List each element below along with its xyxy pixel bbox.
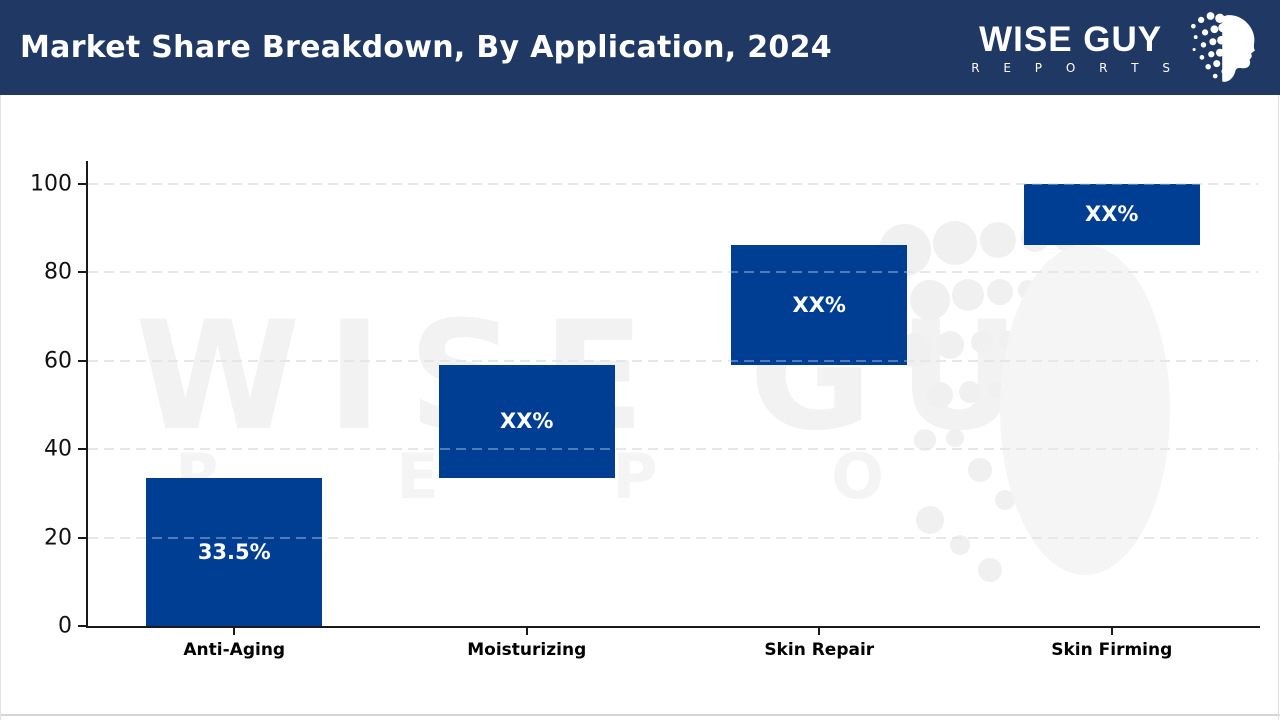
bar-value-label: 33.5% xyxy=(197,539,271,564)
figure-bottom-border xyxy=(0,714,1280,716)
x-axis-tick xyxy=(818,628,821,635)
y-tick-label: 40 xyxy=(44,436,72,462)
watermark-dot xyxy=(980,222,1016,258)
watermark-dot xyxy=(946,429,964,447)
bar-moisturizing: XX% xyxy=(438,364,615,478)
watermark-dot xyxy=(914,429,936,451)
y-axis-tick xyxy=(78,359,86,362)
x-tick-label: Moisturizing xyxy=(467,640,587,660)
bar-value-label: XX% xyxy=(792,293,846,318)
x-axis-tick xyxy=(525,628,528,635)
logo-text-block: WISE GUY R E P O R T S xyxy=(961,22,1180,74)
y-axis-tick xyxy=(78,625,86,627)
gridline-overlay xyxy=(88,182,1258,185)
watermark-dot xyxy=(936,331,964,359)
watermark-dot xyxy=(971,331,993,353)
bar-anti-aging: 33.5% xyxy=(146,477,323,626)
y-axis-tick xyxy=(78,182,86,185)
header-bar: Market Share Breakdown, By Application, … xyxy=(0,0,1280,95)
bar-value-label: XX% xyxy=(500,409,554,434)
bar-skin-repair: XX% xyxy=(731,245,908,365)
watermark-wiseguy-text: WISE GUY xyxy=(135,290,1181,464)
wise-guy-logo: WISE GUY R E P O R T S xyxy=(961,9,1262,87)
gridline-overlay xyxy=(88,271,1258,273)
y-tick-label: 0 xyxy=(58,613,72,639)
figure-left-border xyxy=(0,95,1,720)
gridline-overlay xyxy=(88,359,1258,362)
x-tick-label: Skin Firming xyxy=(1051,640,1173,660)
figure-right-border xyxy=(1278,95,1279,720)
logo-reports-text: R E P O R T S xyxy=(971,60,1180,75)
page-title: Market Share Breakdown, By Application, … xyxy=(20,30,832,65)
x-axis xyxy=(86,626,1260,628)
y-tick-label: 20 xyxy=(44,525,72,550)
gridline xyxy=(88,536,1258,539)
gridline xyxy=(88,271,1258,273)
gridline-overlay xyxy=(88,448,1258,450)
gridline xyxy=(88,448,1258,450)
watermark-dot xyxy=(968,458,992,482)
logo-brand-text: WISE GUY xyxy=(979,19,1163,59)
watermark-dot xyxy=(959,381,981,403)
gridline xyxy=(88,182,1258,185)
gridline-overlay xyxy=(88,536,1258,539)
watermark-dot xyxy=(933,221,977,265)
chart-area: WISE GUY R E P O R T S 33.5%XX%XX%XX%020… xyxy=(0,95,1280,720)
y-axis xyxy=(86,161,88,628)
y-tick-label: 100 xyxy=(30,171,72,196)
watermark-dot xyxy=(927,382,953,408)
x-tick-label: Anti-Aging xyxy=(183,640,286,660)
x-tick-label: Skin Repair xyxy=(764,640,875,660)
watermark-dot xyxy=(952,279,984,311)
y-tick-label: 80 xyxy=(44,259,72,285)
watermark-dot xyxy=(987,279,1013,305)
dotted-head-profile-icon xyxy=(1191,11,1255,82)
watermark-head-silhouette xyxy=(1000,245,1170,575)
bar-value-label: XX% xyxy=(1085,202,1139,227)
bar-skin-firming: XX% xyxy=(1023,183,1200,246)
y-axis-tick xyxy=(78,536,86,539)
y-axis-tick xyxy=(78,448,86,450)
watermark-dot xyxy=(910,280,950,320)
watermark-dot xyxy=(978,558,1002,582)
watermark-dot xyxy=(995,490,1015,510)
y-tick-label: 60 xyxy=(44,348,72,373)
watermark-dot xyxy=(916,506,944,534)
gridline xyxy=(88,359,1258,362)
x-axis-tick xyxy=(1110,628,1113,635)
x-axis-tick xyxy=(233,628,236,635)
y-axis-tick xyxy=(78,271,86,273)
watermark-dot xyxy=(950,535,970,555)
